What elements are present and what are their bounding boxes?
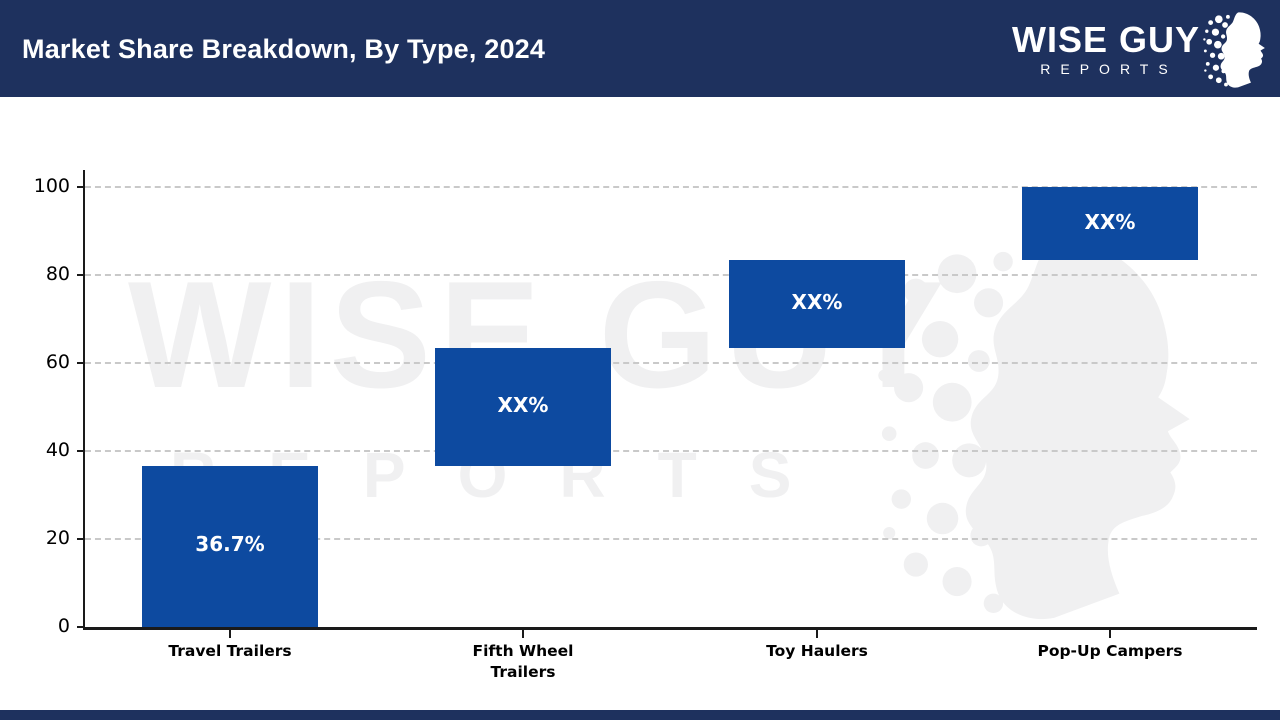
x-category-label-fifth-wheel-trailers: Fifth Wheel Trailers [472,642,574,681]
y-tick-label-80: 80 [45,263,70,285]
footer-bar [0,710,1280,720]
y-axis-line [83,170,85,629]
bar-toy-haulers [729,260,905,349]
y-tick-label-20: 20 [45,527,70,549]
brand-name: WISE GUY [1011,19,1200,61]
y-tick-label-0: 0 [57,615,70,637]
x-tick-mark-travel-trailers [229,630,231,638]
y-tick-mark-80 [77,274,85,276]
page-title: Market Share Breakdown, By Type, 2024 [22,34,546,64]
y-tick-mark-0 [77,626,85,628]
gridline-40 [85,450,1257,452]
y-tick-label-60: 60 [45,351,70,373]
bar-value-label-toy-haulers: XX% [791,290,843,315]
y-tick-mark-100 [77,186,85,188]
x-tick-mark-toy-haulers [816,630,818,638]
watermark-head-icon [872,218,1236,630]
header-bar: Market Share Breakdown, By Type, 2024 WI… [0,0,1280,97]
y-tick-label-40: 40 [45,439,70,461]
x-category-label-travel-trailers: Travel Trailers [168,642,292,660]
gridline-20 [85,538,1257,540]
y-tick-label-100: 100 [33,175,70,197]
bar-travel-trailers [142,465,318,627]
x-tick-mark-pop-up-campers [1109,630,1111,638]
brand-logo: WISE GUY REPORTS [1012,8,1274,90]
x-axis-line [83,627,1257,630]
y-tick-mark-40 [77,450,85,452]
bar-value-label-fifth-wheel-trailers: XX% [497,392,549,417]
x-category-label-pop-up-campers: Pop-Up Campers [1037,642,1183,660]
y-tick-mark-20 [77,538,85,540]
gridline-80 [85,274,1257,276]
brand-logo-text: WISE GUY REPORTS [1012,21,1200,77]
x-tick-mark-fifth-wheel-trailers [522,630,524,638]
bar-value-label-pop-up-campers: XX% [1084,209,1136,234]
head-profile-icon [1202,8,1274,90]
bar-pop-up-campers [1022,187,1198,261]
bar-value-label-travel-trailers: 36.7% [195,532,265,557]
brand-subname: REPORTS [1040,60,1178,77]
y-tick-mark-60 [77,362,85,364]
gridline-100 [85,186,1257,188]
x-category-label-toy-haulers: Toy Haulers [766,642,868,660]
gridline-60 [85,362,1257,364]
bar-fifth-wheel-trailers [435,348,611,466]
